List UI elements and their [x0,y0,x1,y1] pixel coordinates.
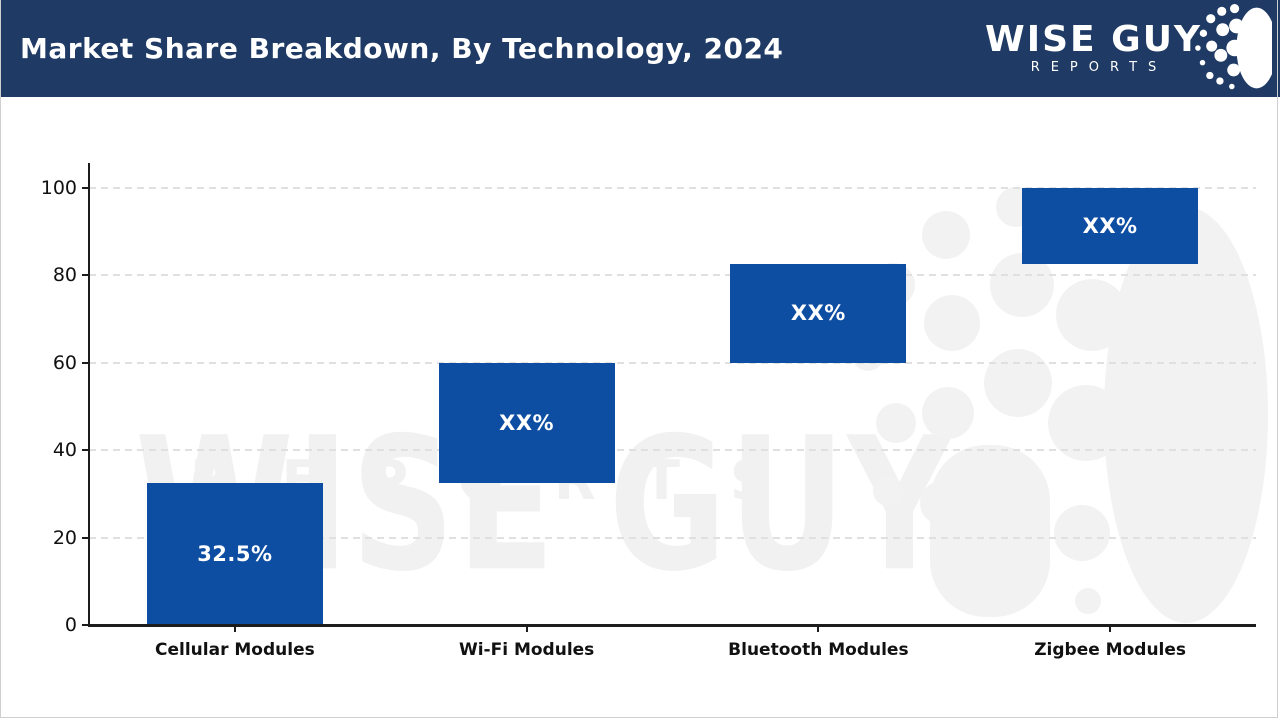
x-axis-tick [233,625,236,632]
y-axis-tick-label: 60 [52,351,77,374]
gridline-y-60 [89,361,1256,364]
x-axis-spine [88,624,1256,627]
logo-wordmark: WISE GUY [984,19,1202,60]
bar-value-label: XX% [499,410,555,435]
y-axis-tick-label: 20 [52,526,77,549]
chart-area: WISE GUY REPORTS 02040608010032.5%Cellul… [0,97,1280,720]
y-axis-tick [82,449,89,451]
x-axis-category-label: Wi-Fi Modules [458,640,595,660]
y-axis-tick-label: 40 [52,439,77,461]
logo-head-icon [1195,4,1272,90]
logo-subtitle: REPORTS [1030,60,1168,75]
y-axis-tick [82,186,89,189]
x-axis-tick [817,625,820,632]
y-axis-spine [88,163,90,627]
x-axis-category-label: Bluetooth Modules [728,640,909,660]
logo-text: WISE GUY REPORTS [984,19,1202,76]
y-axis-tick [82,624,89,626]
y-axis-tick [82,536,89,539]
bar-value-label: XX% [1082,213,1138,238]
gridline-y-20 [89,536,1256,539]
page-title: Market Share Breakdown, By Technology, 2… [20,32,784,65]
bar-cellular-modules: 32.5% [146,482,323,625]
x-axis-category-label: Zigbee Modules [1034,640,1187,660]
header-band: Market Share Breakdown, By Technology, 2… [0,0,1280,97]
bar-wi-fi-modules: XX% [438,362,615,483]
bar-bluetooth-modules: XX% [730,264,907,363]
x-axis-tick [525,625,528,632]
x-axis-tick [1109,625,1112,632]
bar-value-label: 32.5% [197,541,273,566]
bar-zigbee-modules: XX% [1022,187,1199,265]
gridline-y-100 [89,186,1256,189]
x-axis-category-label: Cellular Modules [155,640,315,660]
y-axis-tick [82,361,89,364]
gridline-y-80 [89,274,1256,276]
gridline-y-40 [89,449,1256,451]
wise-guy-logo: WISE GUY REPORTS [985,4,1272,92]
y-axis-tick [82,274,89,276]
y-axis-tick-label: 80 [52,264,77,286]
y-axis-tick-label: 100 [40,176,77,199]
y-axis-tick-label: 0 [64,614,77,636]
bar-value-label: XX% [790,301,846,326]
